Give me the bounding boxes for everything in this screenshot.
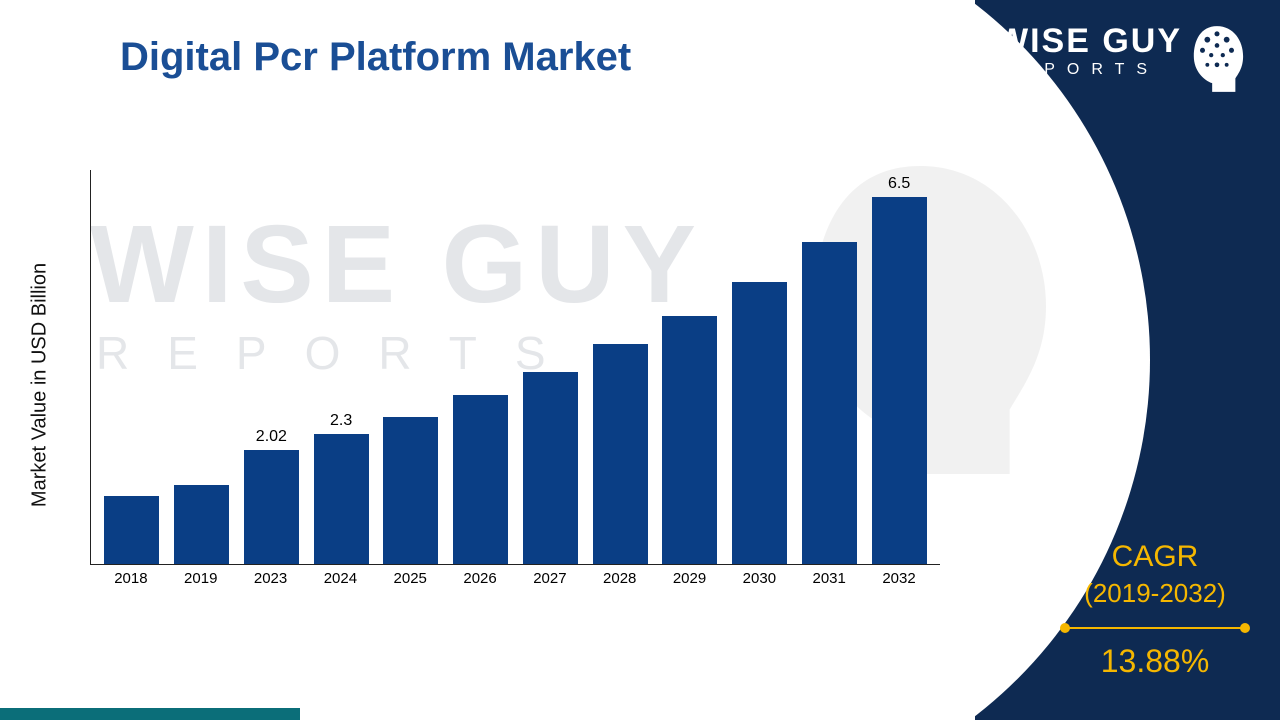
bottom-accent-bar	[0, 708, 300, 720]
cagr-range: (2019-2032)	[1030, 578, 1280, 609]
x-tick-label: 2031	[802, 570, 857, 587]
x-tick-label: 2028	[592, 570, 647, 587]
bar-wrap	[174, 485, 229, 564]
bar-wrap: 6.5	[872, 197, 927, 564]
bar-wrap	[593, 344, 648, 564]
brand-logo: WISE GUY REPORTS	[996, 24, 1256, 94]
brand-bottom-text: REPORTS	[998, 62, 1182, 78]
bar	[314, 434, 369, 564]
bar-wrap	[732, 282, 787, 564]
bar	[453, 395, 508, 564]
x-tick-label: 2025	[383, 570, 438, 587]
x-tick-label: 2019	[173, 570, 228, 587]
x-tick-label: 2023	[243, 570, 298, 587]
bar-wrap: 2.02	[244, 450, 299, 564]
bar-value-label: 2.3	[330, 412, 352, 430]
bar	[104, 496, 159, 564]
chart-title: Digital Pcr Platform Market	[120, 35, 631, 80]
bar-wrap	[523, 372, 578, 564]
brand-head-icon	[1188, 24, 1246, 94]
x-axis-labels: 2018 2019 2023 2024 2025 2026 2027 2028 2029 2030…	[90, 570, 940, 587]
bar-wrap	[453, 395, 508, 564]
bar-chart: Market Value in USD Billion 2.022.36.5 2…	[60, 170, 940, 600]
plot-area: 2.02 2.3 6.5	[90, 170, 940, 565]
brand-top-text: WISE GUY	[996, 24, 1182, 58]
bar	[872, 197, 927, 564]
bar	[802, 242, 857, 564]
bar-value-label: 2.02	[256, 428, 287, 446]
y-axis-label: Market Value in USD Billion	[29, 263, 52, 507]
bar	[593, 344, 648, 564]
bar	[383, 417, 438, 564]
bar-wrap: 2.3	[314, 434, 369, 564]
cagr-value: 13.88%	[1030, 643, 1280, 680]
cagr-block: CAGR (2019-2032) 13.88%	[1030, 540, 1280, 680]
bar-wrap	[802, 242, 857, 564]
bar-wrap	[383, 417, 438, 564]
x-tick-label: 2030	[732, 570, 787, 587]
x-tick-label: 2018	[103, 570, 158, 587]
x-tick-label: 2027	[522, 570, 577, 587]
bar	[732, 282, 787, 564]
bar	[244, 450, 299, 564]
x-tick-label: 2026	[453, 570, 508, 587]
x-tick-label: 2032	[872, 570, 927, 587]
bar-wrap	[662, 316, 717, 564]
bars-container: 2.02 2.3 6.5	[91, 170, 940, 564]
bar-value-label: 6.5	[888, 175, 910, 193]
bar	[523, 372, 578, 564]
bar-wrap	[104, 496, 159, 564]
cagr-label: CAGR	[1030, 540, 1280, 574]
x-tick-label: 2029	[662, 570, 717, 587]
x-tick-label: 2024	[313, 570, 368, 587]
bar	[662, 316, 717, 564]
cagr-divider	[1065, 627, 1245, 629]
bar	[174, 485, 229, 564]
